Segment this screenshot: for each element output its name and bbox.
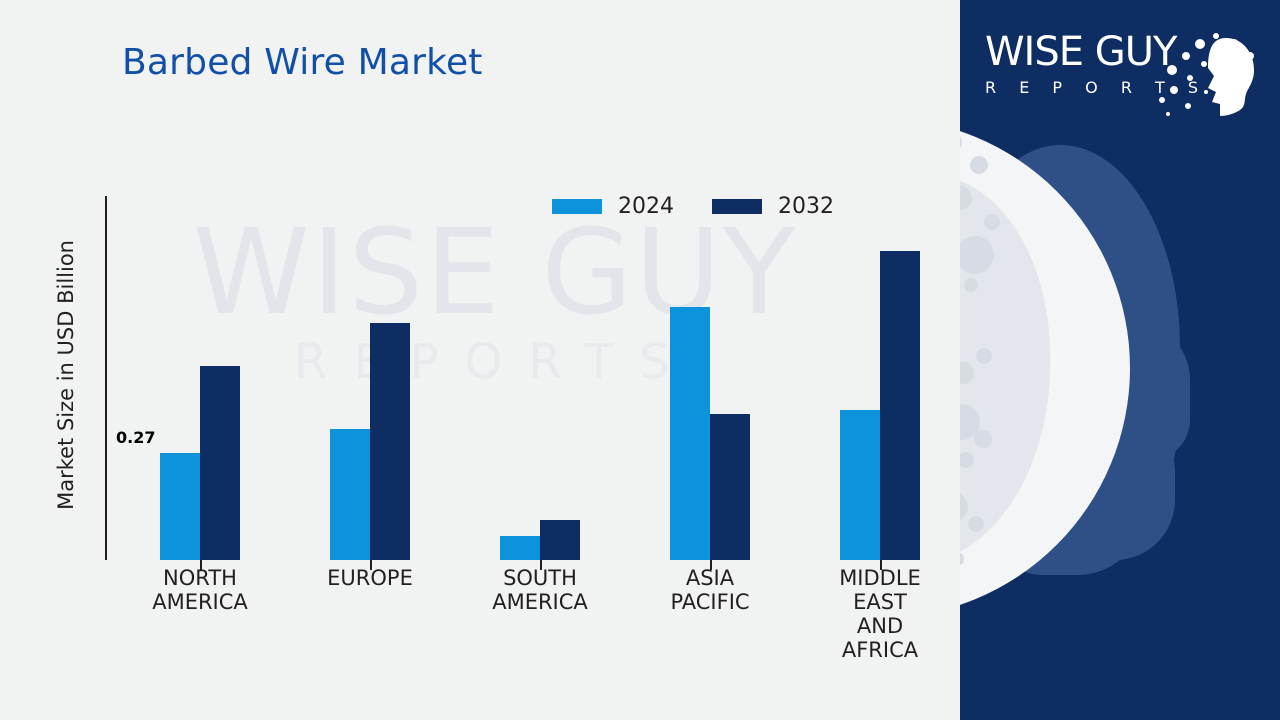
legend-item-2032[interactable]: 2032	[712, 194, 834, 219]
legend-swatch-2024	[552, 199, 602, 214]
x-axis-tick	[370, 560, 372, 570]
y-axis-line	[105, 196, 107, 560]
bar-2024-4[interactable]	[670, 306, 710, 560]
bar-2032-2[interactable]	[370, 322, 410, 560]
bar-2024-3[interactable]	[500, 536, 540, 560]
category-label-line: AMERICA	[492, 590, 588, 614]
decorative-dot	[968, 516, 984, 532]
logo-main-text: WISE GUY	[985, 29, 1177, 75]
category-label-line: PACIFIC	[670, 590, 750, 614]
logo-dots-icon	[1159, 33, 1254, 116]
x-axis-tick	[880, 560, 882, 570]
logo-head-icon	[1208, 38, 1254, 116]
category-label-line: ASIA	[685, 566, 735, 590]
decorative-dot	[974, 430, 992, 448]
decorative-dot	[960, 362, 974, 384]
category-label-line: NORTH	[163, 566, 237, 590]
category-label-line: MIDDLE	[839, 566, 921, 590]
bar-group	[285, 200, 455, 560]
category-label-line: AND	[856, 614, 904, 638]
page-title: Barbed Wire Market	[122, 42, 483, 83]
category-label-line: EAST	[853, 590, 907, 614]
category-label-line: AFRICA	[841, 638, 919, 662]
decorative-dot	[970, 156, 988, 174]
bar-2024-1[interactable]: 0.27	[116, 428, 200, 560]
decorative-dot	[960, 492, 968, 522]
plot-area: 0.27	[105, 200, 935, 560]
decorative-dot	[960, 132, 962, 152]
decorative-dot	[976, 348, 992, 364]
legend-item-2024[interactable]: 2024	[552, 194, 674, 219]
decorative-dot	[984, 214, 1000, 230]
decorative-dot	[960, 186, 972, 210]
x-axis-tick	[200, 560, 202, 570]
bar-group	[795, 200, 965, 560]
x-axis-tick	[540, 560, 542, 570]
decorative-dot	[964, 278, 978, 292]
y-axis-label-text: Market Size in USD Billion	[54, 240, 78, 510]
bar-2032-4[interactable]	[710, 413, 750, 560]
x-axis-tick	[710, 560, 712, 570]
category-label-line: EUROPE	[327, 566, 413, 590]
decorative-dot	[960, 236, 994, 274]
bar-2024-2[interactable]	[330, 429, 370, 560]
legend-swatch-2032	[712, 199, 762, 214]
bar-group	[455, 200, 625, 560]
logo-sub-text: R E P O R T S	[985, 78, 1208, 97]
decorative-dot	[960, 552, 964, 566]
bar-2024-5[interactable]	[840, 409, 880, 560]
bar-group: 0.27	[115, 200, 285, 560]
x-axis-category-label: MIDDLE EAST AND AFRICA	[785, 566, 975, 662]
bar-2032-1[interactable]	[200, 366, 240, 560]
bar-group	[625, 200, 795, 560]
legend-label-2024: 2024	[618, 194, 674, 219]
x-axis-category-label: SOUTH AMERICA	[445, 566, 635, 614]
category-label-line: AMERICA	[152, 590, 248, 614]
decorative-dot	[960, 452, 974, 468]
decorative-dot	[960, 404, 980, 440]
y-axis-label: Market Size in USD Billion	[48, 190, 84, 560]
chart-container: Market Size in USD Billion 2024 2032 0.2…	[48, 190, 935, 662]
x-axis-category-label: NORTH AMERICA	[105, 566, 295, 614]
x-axis-category-label: ASIA PACIFIC	[615, 566, 805, 614]
logo: WISE GUY R E P O R T S	[985, 29, 1260, 116]
category-label-line: SOUTH	[503, 566, 577, 590]
bar-2032-5[interactable]	[880, 251, 920, 560]
chart-legend: 2024 2032	[552, 194, 834, 219]
legend-label-2032: 2032	[778, 194, 834, 219]
x-axis-category-label: EUROPE	[275, 566, 465, 590]
brand-panel	[960, 0, 1280, 720]
bar-2032-3[interactable]	[540, 520, 580, 560]
bar-value-label: 0.27	[116, 428, 156, 448]
